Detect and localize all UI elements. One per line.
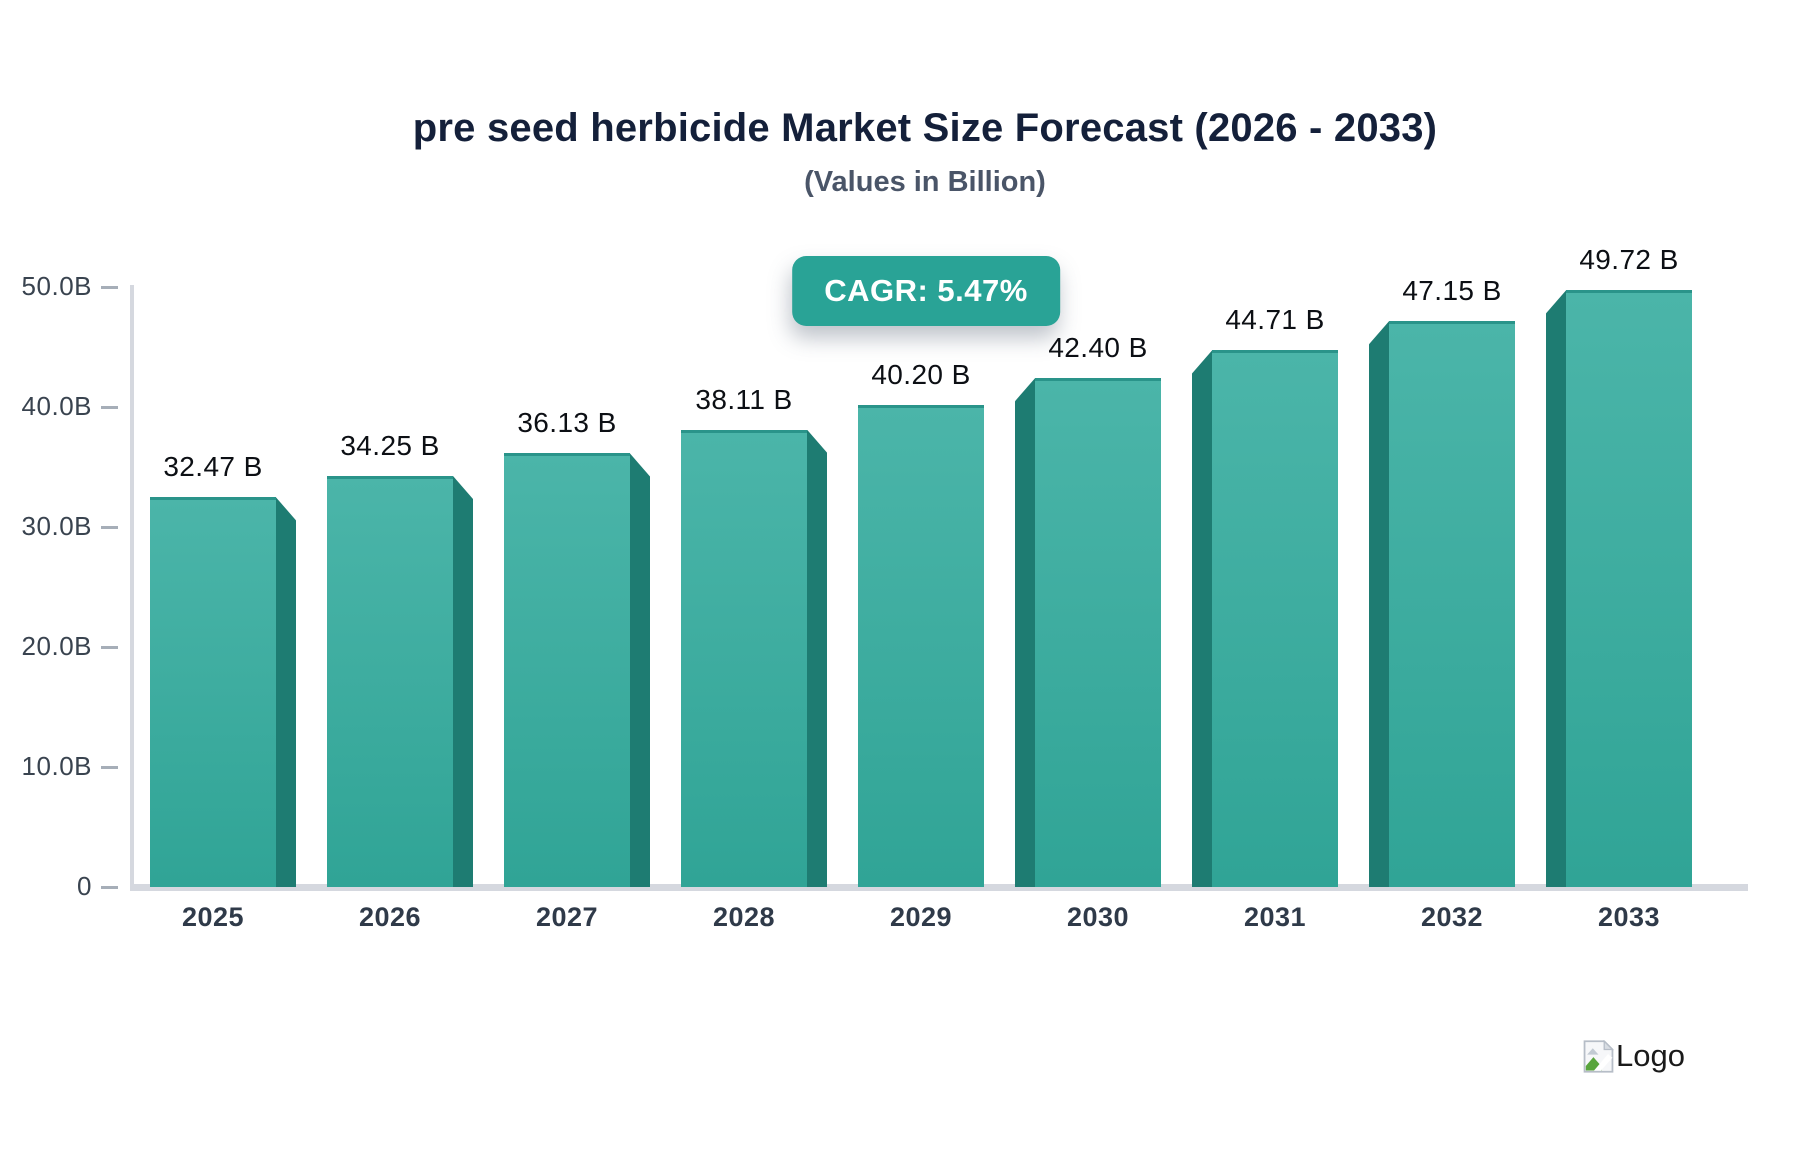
bar-2025 <box>150 497 276 887</box>
bar-2030 <box>1035 378 1161 887</box>
broken-image-icon <box>1583 1039 1614 1073</box>
bar-side-2026 <box>453 476 473 887</box>
y-tick-label: 10.0B <box>21 751 92 781</box>
y-tick-label: 50.0B <box>21 271 92 301</box>
bar-value-label: 32.47 B <box>163 451 263 483</box>
chart-title: pre seed herbicide Market Size Forecast … <box>412 106 1438 150</box>
y-tick-mark <box>101 646 118 649</box>
x-axis-label-2030: 2030 <box>1066 902 1130 932</box>
bar-side-2033 <box>1546 290 1566 887</box>
x-axis-label-2029: 2029 <box>889 902 953 932</box>
y-tick-mark <box>101 406 118 409</box>
bar-side-2025 <box>276 497 296 887</box>
x-axis-baseline <box>130 884 1748 891</box>
y-tick-mark <box>101 886 118 889</box>
bar-2031 <box>1212 350 1338 887</box>
bar-value-label: 44.71 B <box>1225 304 1325 336</box>
y-tick-mark <box>101 526 118 529</box>
bar-value-label: 49.72 B <box>1579 244 1679 276</box>
y-tick-label: 20.0B <box>21 631 92 661</box>
x-axis-label-2028: 2028 <box>712 902 776 932</box>
bar-value-label: 34.25 B <box>340 430 440 461</box>
bar-value-label: 40.20 B <box>871 358 971 390</box>
bar-2029 <box>858 404 984 887</box>
bar-side-2030 <box>1015 378 1035 887</box>
logo-text: Logo <box>1616 1038 1685 1073</box>
bar-value-label: 42.40 B <box>1048 332 1148 364</box>
y-axis-line <box>130 285 134 888</box>
x-axis-label-2027: 2027 <box>535 902 599 932</box>
chart-subtitle: (Values in Billion) <box>804 166 1046 198</box>
cagr-badge: CAGR: 5.47% <box>792 256 1060 326</box>
bar-2032 <box>1389 321 1515 887</box>
bar-side-2027 <box>630 453 650 887</box>
bar-side-2032 <box>1369 321 1389 887</box>
x-axis-label-2032: 2032 <box>1420 902 1484 932</box>
y-tick-label: 30.0B <box>21 511 92 541</box>
bar-2028 <box>681 429 807 887</box>
y-tick-mark <box>101 286 118 289</box>
y-tick-mark <box>101 766 118 769</box>
x-axis-label-2026: 2026 <box>358 902 422 932</box>
y-tick-label: 40.0B <box>21 391 92 421</box>
bar-value-label: 47.15 B <box>1402 275 1502 307</box>
x-axis-label-2031: 2031 <box>1243 902 1307 932</box>
bar-side-2028 <box>807 429 827 887</box>
bar-value-label: 36.13 B <box>517 407 617 439</box>
bar-value-label: 38.11 B <box>695 383 793 415</box>
bar-2033 <box>1566 290 1692 887</box>
bar-2026 <box>327 476 453 887</box>
bar-2027 <box>504 453 630 887</box>
bar-side-2031 <box>1192 350 1212 887</box>
y-tick-label: 0 <box>77 871 92 901</box>
x-axis-label-2025: 2025 <box>181 902 245 932</box>
logo: Logo <box>1583 1038 1685 1074</box>
x-axis-label-2033: 2033 <box>1597 902 1661 932</box>
